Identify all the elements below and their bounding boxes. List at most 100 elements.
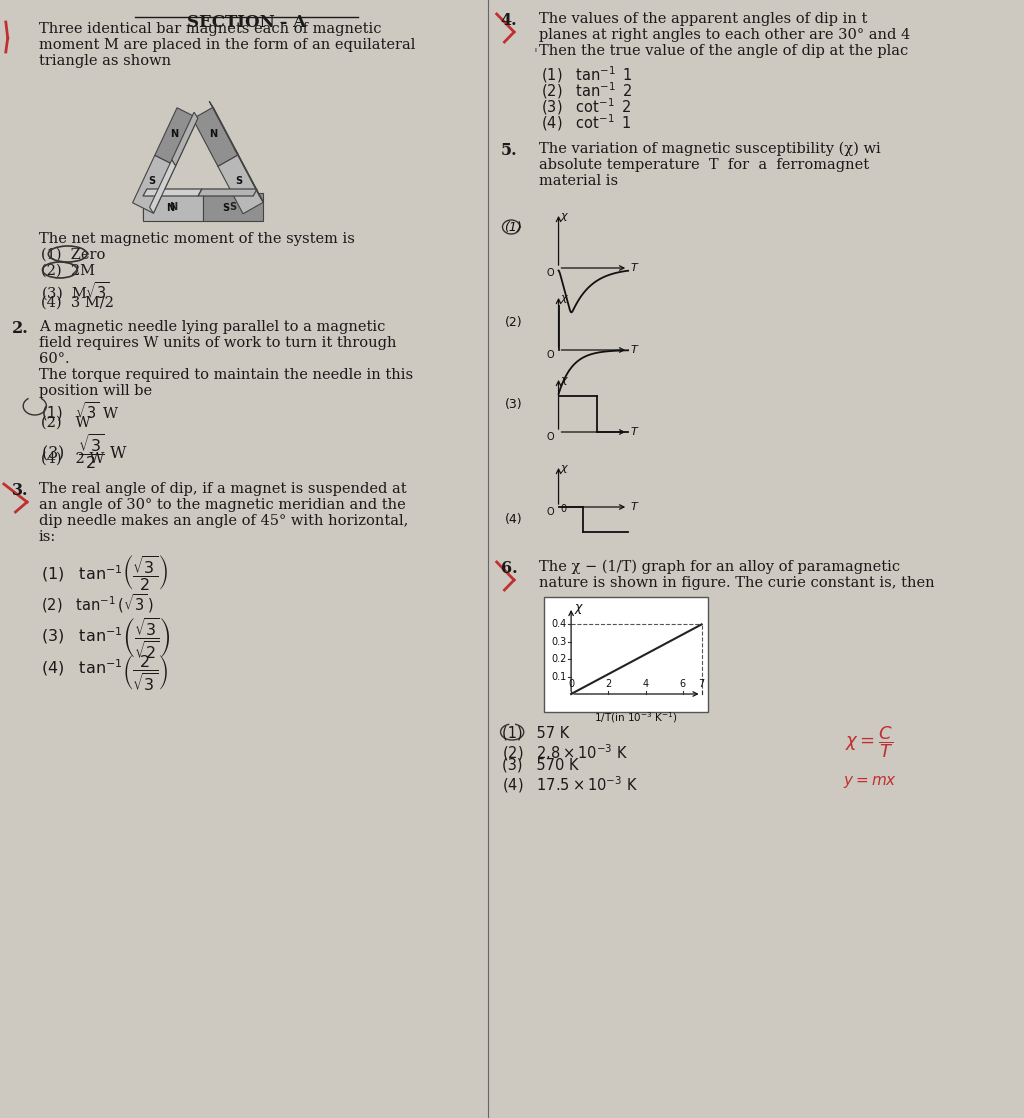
Text: (2)   W: (2) W bbox=[41, 416, 90, 430]
Text: 0.3: 0.3 bbox=[551, 637, 566, 647]
Text: (3)   570 K: (3) 570 K bbox=[503, 758, 579, 773]
Text: (4)   $\tan^{-1}\!\left(\dfrac{2}{\sqrt{3}}\right)$: (4) $\tan^{-1}\!\left(\dfrac{2}{\sqrt{3}… bbox=[41, 654, 168, 693]
Text: 2: 2 bbox=[605, 679, 611, 689]
Polygon shape bbox=[143, 193, 203, 221]
Text: χ: χ bbox=[560, 293, 567, 303]
Text: 0: 0 bbox=[568, 679, 574, 689]
Text: 0: 0 bbox=[560, 504, 566, 514]
Text: position will be: position will be bbox=[39, 383, 152, 398]
Text: (3): (3) bbox=[505, 398, 522, 411]
Text: 4.: 4. bbox=[501, 12, 517, 29]
Text: 5.: 5. bbox=[501, 142, 517, 159]
Bar bbox=[544, 597, 709, 712]
Text: moment M are placed in the form of an equilateral: moment M are placed in the form of an eq… bbox=[39, 38, 415, 53]
Polygon shape bbox=[234, 149, 263, 202]
Polygon shape bbox=[150, 160, 176, 214]
Text: O: O bbox=[546, 432, 554, 442]
Text: A magnetic needle lying parallel to a magnetic: A magnetic needle lying parallel to a ma… bbox=[39, 320, 385, 334]
Text: 60°.: 60°. bbox=[39, 352, 70, 366]
Text: planes at right angles to each other are 30° and 4: planes at right angles to each other are… bbox=[540, 28, 910, 42]
Text: N: N bbox=[210, 129, 218, 139]
Text: O: O bbox=[546, 506, 554, 517]
Text: 0.1: 0.1 bbox=[551, 672, 566, 682]
Text: (1)   57 K: (1) 57 K bbox=[503, 726, 569, 741]
Text: is:: is: bbox=[39, 530, 56, 544]
Polygon shape bbox=[218, 154, 263, 214]
Text: 2.: 2. bbox=[11, 320, 29, 337]
Text: The χ − (1/T) graph for an alloy of paramagnetic: The χ − (1/T) graph for an alloy of para… bbox=[540, 560, 900, 575]
Text: $\chi$: $\chi$ bbox=[574, 601, 585, 616]
Text: S: S bbox=[236, 177, 243, 187]
Text: T: T bbox=[631, 345, 638, 356]
Text: 3.: 3. bbox=[11, 482, 28, 499]
Text: O: O bbox=[546, 268, 554, 278]
Text: 6: 6 bbox=[680, 679, 686, 689]
Text: T: T bbox=[631, 427, 638, 437]
Text: ': ' bbox=[534, 48, 538, 61]
Polygon shape bbox=[198, 196, 253, 220]
Text: (4)   $\cot^{-1}$ 1: (4) $\cot^{-1}$ 1 bbox=[541, 112, 631, 133]
Text: absolute temperature  T  for  a  ferromagnet: absolute temperature T for a ferromagnet bbox=[540, 158, 869, 172]
Text: $y = mx$: $y = mx$ bbox=[843, 774, 897, 790]
Text: (1)  Zero: (1) Zero bbox=[41, 248, 105, 262]
Text: (3)   $\tan^{-1}\!\left(\dfrac{\sqrt{3}}{\sqrt{2}}\right)$: (3) $\tan^{-1}\!\left(\dfrac{\sqrt{3}}{\… bbox=[41, 616, 170, 661]
Text: S: S bbox=[222, 203, 229, 214]
Text: χ: χ bbox=[560, 375, 567, 385]
Text: The real angle of dip, if a magnet is suspended at: The real angle of dip, if a magnet is su… bbox=[39, 482, 407, 496]
Text: (2)   $\tan^{-1}(\sqrt{3}\,)$: (2) $\tan^{-1}(\sqrt{3}\,)$ bbox=[41, 593, 154, 615]
Text: Then the true value of the angle of dip at the plac: Then the true value of the angle of dip … bbox=[540, 44, 908, 58]
Polygon shape bbox=[172, 112, 198, 165]
Text: (3)  M$\sqrt{3}$: (3) M$\sqrt{3}$ bbox=[41, 280, 110, 303]
Polygon shape bbox=[132, 155, 176, 214]
Text: 1/T(in $10^{-3}$ K$^{-1}$): 1/T(in $10^{-3}$ K$^{-1}$) bbox=[594, 710, 678, 724]
Text: (4): (4) bbox=[505, 513, 522, 525]
Text: The torque required to maintain the needle in this: The torque required to maintain the need… bbox=[39, 368, 413, 382]
Polygon shape bbox=[203, 193, 263, 221]
Text: (2)   $\tan^{-1}$ 2: (2) $\tan^{-1}$ 2 bbox=[541, 80, 633, 101]
Text: an angle of 30° to the magnetic meridian and the: an angle of 30° to the magnetic meridian… bbox=[39, 498, 406, 512]
Text: (1): (1) bbox=[505, 220, 522, 234]
Text: (3)   $\cot^{-1}$ 2: (3) $\cot^{-1}$ 2 bbox=[541, 96, 631, 116]
Text: (4)  3 M/2: (4) 3 M/2 bbox=[41, 296, 114, 310]
Text: T: T bbox=[631, 263, 638, 273]
Text: 0.2: 0.2 bbox=[551, 654, 566, 664]
Text: N: N bbox=[170, 129, 178, 139]
Text: (4)   $17.5 \times 10^{-3}$ K: (4) $17.5 \times 10^{-3}$ K bbox=[503, 774, 638, 795]
Polygon shape bbox=[209, 102, 239, 154]
Text: (1)   $\tan^{-1}$ 1: (1) $\tan^{-1}$ 1 bbox=[541, 64, 633, 85]
Text: (2)  2M: (2) 2M bbox=[41, 264, 94, 278]
Text: dip needle makes an angle of 45° with horizontal,: dip needle makes an angle of 45° with ho… bbox=[39, 514, 408, 528]
Text: 7: 7 bbox=[698, 679, 705, 689]
Text: S: S bbox=[148, 177, 156, 187]
Text: (2): (2) bbox=[505, 316, 522, 329]
Text: O: O bbox=[546, 350, 554, 360]
Text: field requires W units of work to turn it through: field requires W units of work to turn i… bbox=[39, 337, 396, 350]
Text: (4)   2 W: (4) 2 W bbox=[41, 452, 104, 466]
Text: The values of the apparent angles of dip in t: The values of the apparent angles of dip… bbox=[540, 12, 867, 26]
Text: 4: 4 bbox=[643, 679, 649, 689]
Text: SECTION - A: SECTION - A bbox=[186, 15, 306, 31]
Text: The net magnetic moment of the system is: The net magnetic moment of the system is bbox=[39, 233, 354, 246]
Polygon shape bbox=[198, 189, 257, 196]
Text: S: S bbox=[229, 202, 237, 212]
Text: 6.: 6. bbox=[501, 560, 517, 577]
Text: triangle as shown: triangle as shown bbox=[39, 54, 171, 68]
Polygon shape bbox=[143, 196, 198, 220]
Text: N: N bbox=[169, 202, 177, 212]
Text: $\chi = \dfrac{C}{T}$: $\chi = \dfrac{C}{T}$ bbox=[846, 724, 894, 760]
Polygon shape bbox=[143, 189, 202, 196]
Polygon shape bbox=[193, 107, 239, 167]
Text: material is: material is bbox=[540, 174, 618, 188]
Text: (1)   $\tan^{-1}\!\left(\dfrac{\sqrt{3}}{2}\right)$: (1) $\tan^{-1}\!\left(\dfrac{\sqrt{3}}{2… bbox=[41, 555, 168, 593]
Text: 0.4: 0.4 bbox=[551, 619, 566, 629]
Text: nature is shown in figure. The curie constant is, then: nature is shown in figure. The curie con… bbox=[540, 576, 935, 590]
Text: $(1)$   $\sqrt{3}$ W: $(1)$ $\sqrt{3}$ W bbox=[41, 400, 119, 423]
Text: T: T bbox=[631, 502, 638, 512]
Text: Three identical bar magnets each of magnetic: Three identical bar magnets each of magn… bbox=[39, 22, 381, 36]
Text: (2)   $2.8 \times 10^{-3}$ K: (2) $2.8 \times 10^{-3}$ K bbox=[503, 742, 629, 762]
Text: The variation of magnetic susceptibility (χ) wi: The variation of magnetic susceptibility… bbox=[540, 142, 881, 157]
Text: χ: χ bbox=[560, 463, 567, 473]
Text: χ: χ bbox=[560, 211, 567, 221]
Text: (3)   $\dfrac{\sqrt{3}}{2}$ W: (3) $\dfrac{\sqrt{3}}{2}$ W bbox=[41, 432, 128, 471]
Text: N: N bbox=[167, 203, 175, 214]
